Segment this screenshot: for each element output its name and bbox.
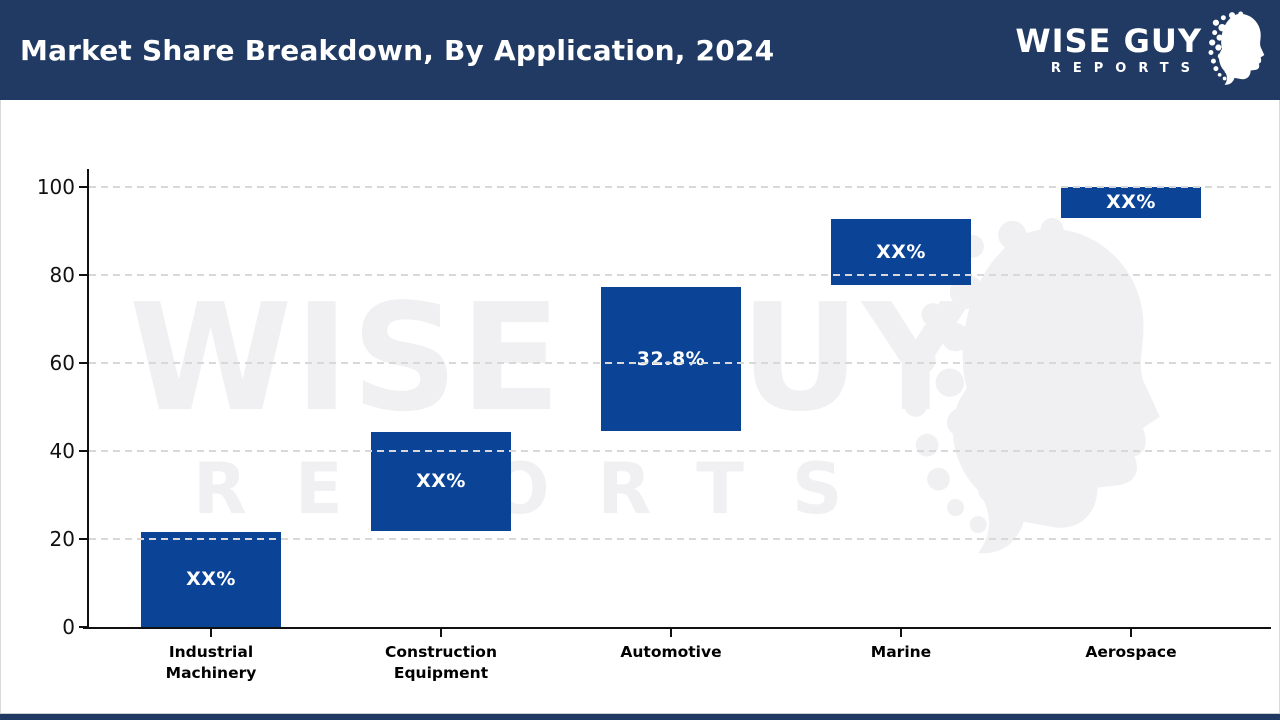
bar-value-label: 32.8% — [636, 348, 706, 371]
y-tick-label: 80 — [49, 262, 75, 287]
bar-value-label: XX% — [416, 470, 466, 493]
x-category-label-aerospace: Aerospace — [1016, 642, 1246, 663]
x-category-label-construction-equipment: Construction Equipment — [326, 642, 556, 684]
y-tick-mark — [79, 449, 87, 452]
y-tick-label: 0 — [62, 615, 75, 639]
page-title: Market Share Breakdown, By Application, … — [20, 33, 775, 67]
plot-area: XX% XX% 32.8% XX% XX% 0 20 4 — [37, 169, 1271, 682]
x-category-line: Marine — [870, 643, 932, 661]
x-category-line: Automotive — [620, 643, 722, 661]
gridline-100 — [89, 185, 1271, 188]
bar-value-label: XX% — [186, 568, 236, 591]
gridline-60 — [89, 361, 1271, 364]
watermark-text-line2: REPORTS — [193, 448, 891, 530]
gridline-40 — [89, 449, 1271, 452]
y-tick-mark — [79, 273, 87, 276]
bar-automotive: 32.8% — [601, 287, 741, 432]
bar-value-label: XX% — [876, 241, 926, 264]
brand-name: WISE GUY — [1015, 22, 1202, 60]
y-tick-label: 100 — [36, 174, 75, 199]
x-category-line: Construction — [385, 643, 497, 661]
y-tick-label: 40 — [49, 438, 75, 463]
chart-area: WISE GUY REPORTS XX% XX% 32.8% XX% XX% — [0, 100, 1280, 714]
y-tick-label: 20 — [49, 526, 75, 551]
brand-face-icon — [1206, 10, 1268, 90]
x-axis-line — [83, 627, 1271, 629]
x-tick-mark — [440, 629, 442, 637]
bar-value-label: XX% — [1106, 191, 1156, 214]
x-tick-mark — [1130, 629, 1132, 637]
x-category-line: Machinery — [165, 664, 257, 682]
y-tick-mark — [79, 537, 87, 540]
bar-industrial-machinery: XX% — [141, 531, 281, 627]
brand-logo: WISE GUY REPORTS — [1015, 7, 1268, 93]
x-tick-mark — [900, 629, 902, 637]
x-tick-mark — [670, 629, 672, 637]
y-tick-label: 60 — [49, 350, 75, 375]
brand-tagline: REPORTS — [1050, 61, 1202, 76]
x-category-label-automotive: Automotive — [556, 642, 786, 663]
bar-construction-equipment: XX% — [371, 431, 511, 531]
y-tick-mark — [79, 185, 87, 188]
x-category-line: Aerospace — [1085, 643, 1177, 661]
x-category-label-marine: Marine — [786, 642, 1016, 663]
y-tick-mark — [79, 361, 87, 364]
gridline-20 — [89, 537, 1271, 540]
x-tick-mark — [210, 629, 212, 637]
gridline-80 — [89, 273, 1271, 276]
x-category-line: Industrial — [168, 643, 254, 661]
header-bar: Market Share Breakdown, By Application, … — [0, 0, 1280, 100]
bar-aerospace: XX% — [1061, 186, 1201, 219]
y-axis-line — [87, 169, 89, 629]
footer-bar — [0, 714, 1280, 720]
watermark-text-line1: WISE GUY — [129, 272, 972, 444]
x-category-label-industrial-machinery: Industrial Machinery — [96, 642, 326, 684]
brand-text: WISE GUY REPORTS — [1015, 25, 1202, 75]
x-category-line: Equipment — [393, 664, 489, 682]
